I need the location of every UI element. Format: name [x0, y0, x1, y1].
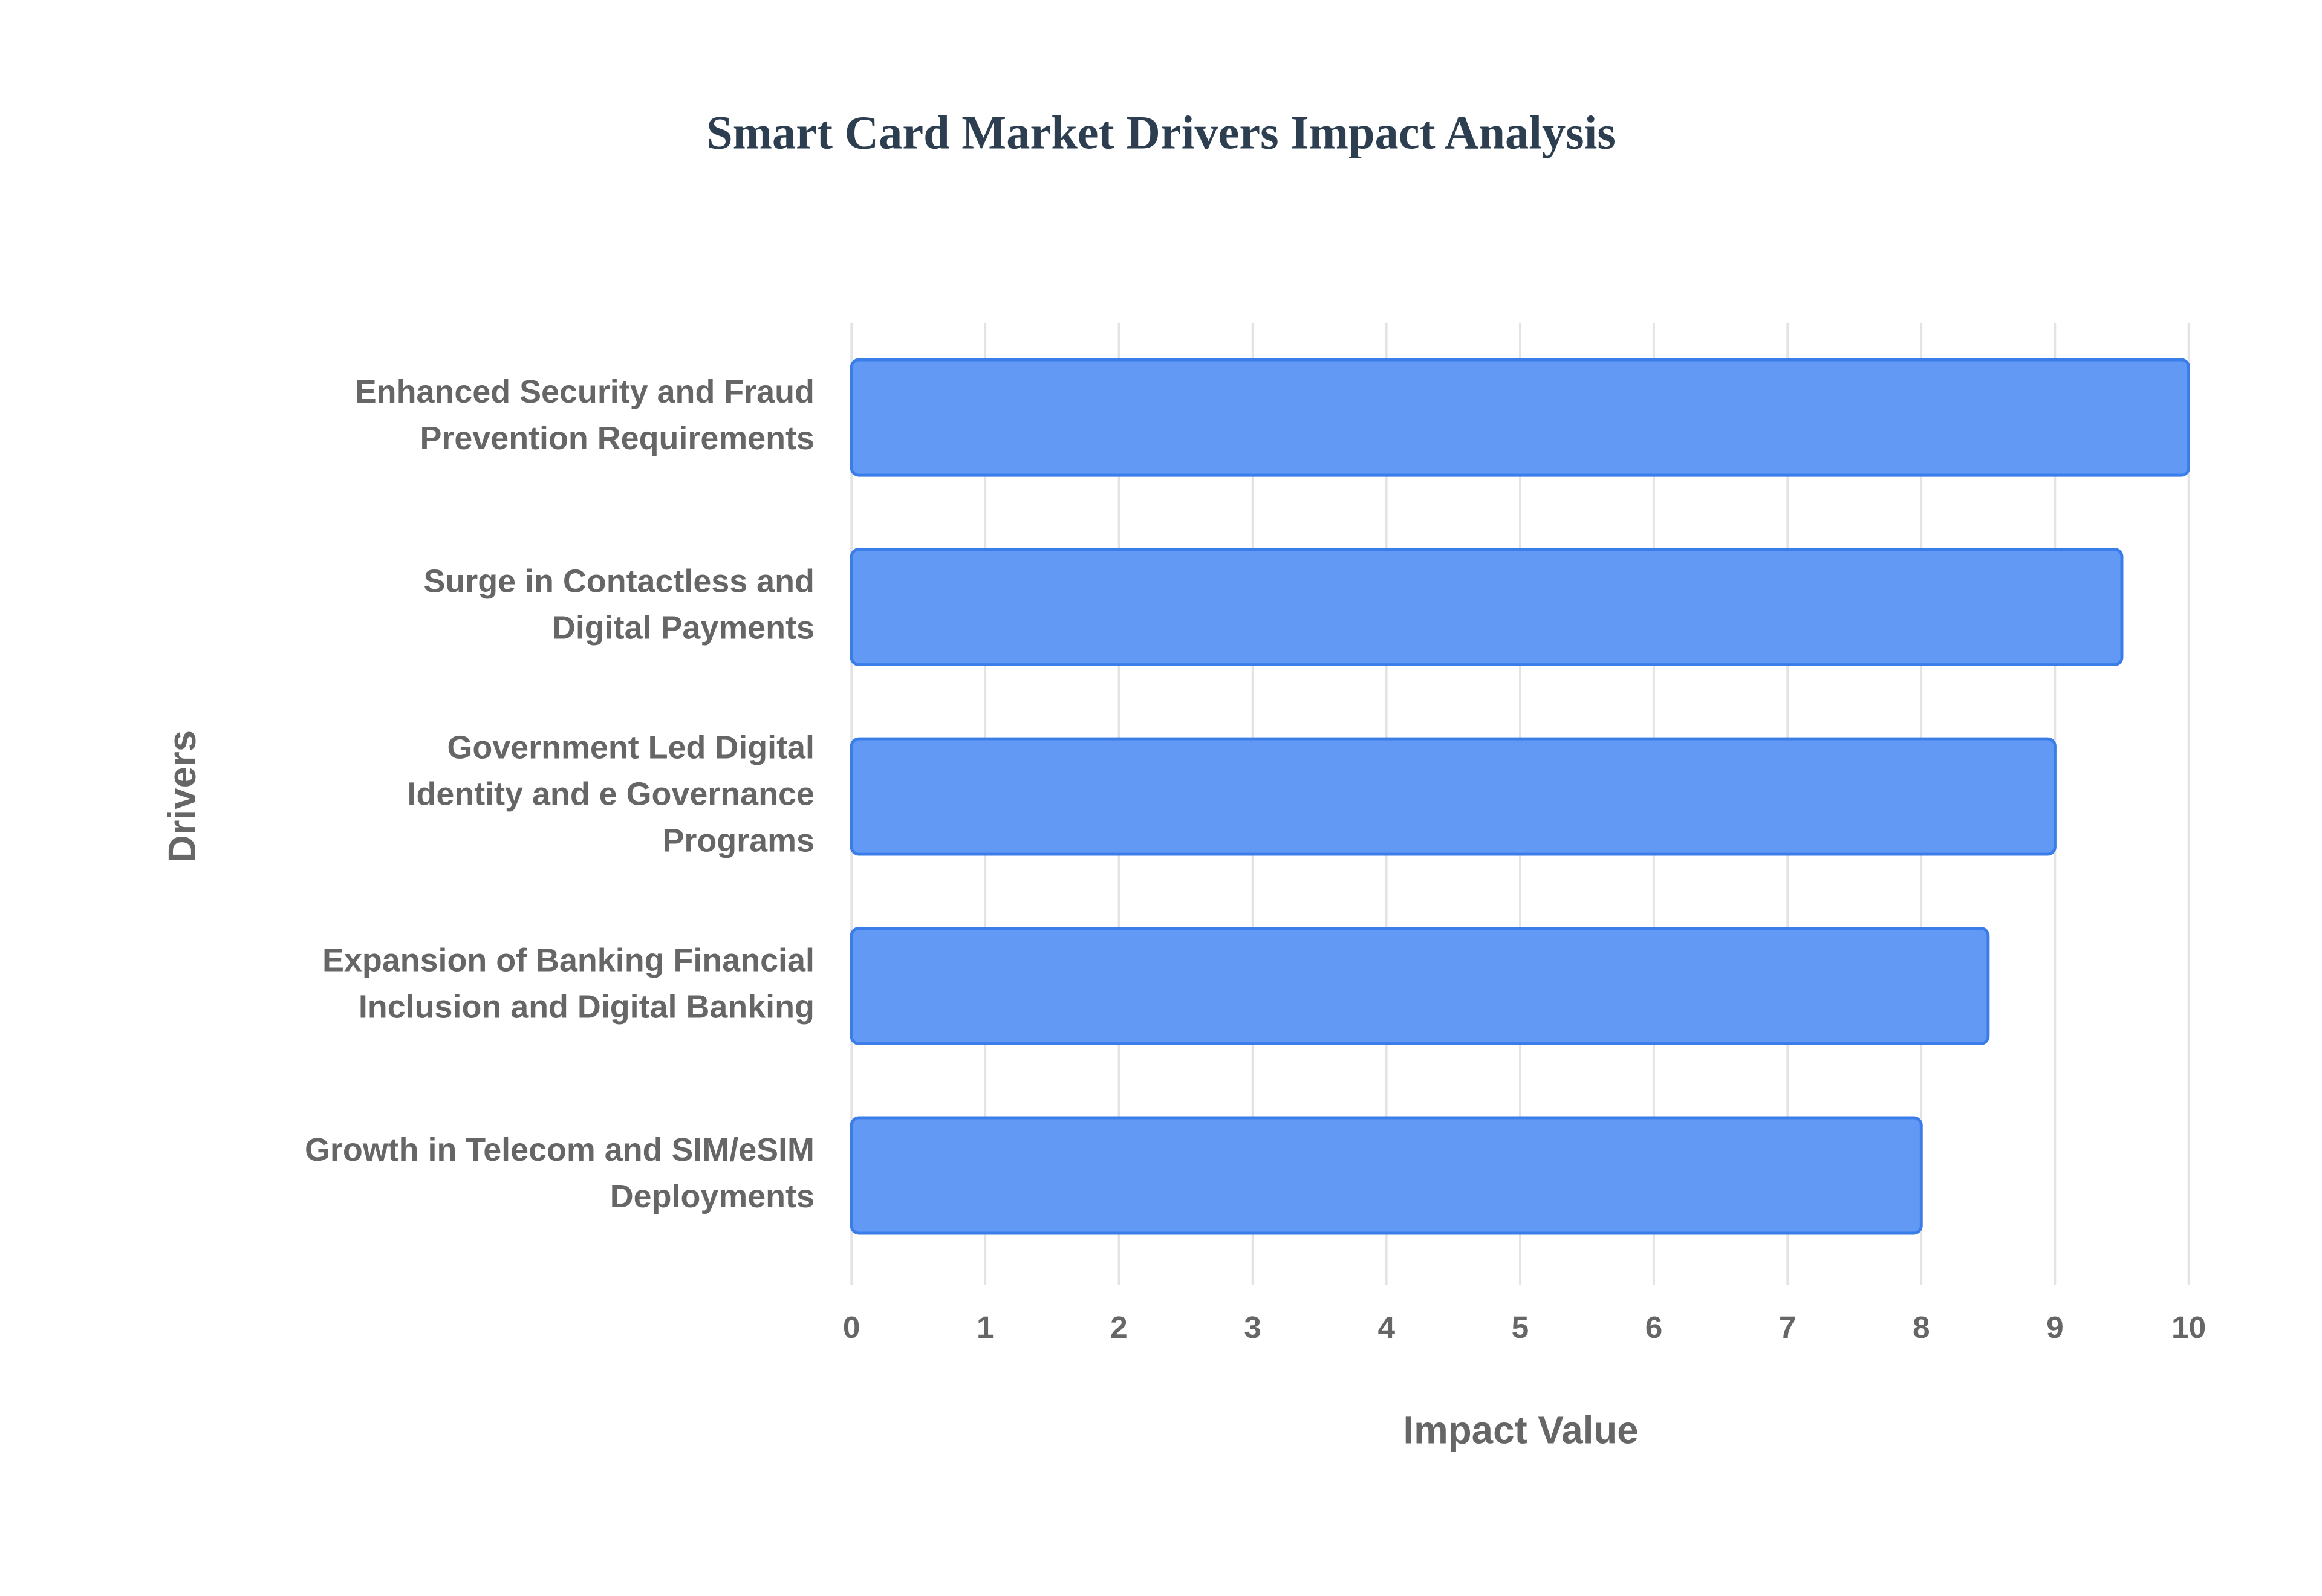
- bar: [850, 358, 2191, 477]
- bar: [850, 927, 1990, 1045]
- bar: [850, 548, 2124, 667]
- bar: [850, 737, 2057, 856]
- x-tick-label: 10: [2171, 1309, 2206, 1345]
- y-tick-label: Growth in Telecom and SIM/eSIM Deployment…: [305, 1132, 815, 1215]
- x-axis-title: Impact Value: [1403, 1409, 1639, 1452]
- y-tick-label: Expansion of Banking Financial Inclusion …: [322, 942, 815, 1025]
- x-tick-label: 4: [1377, 1309, 1395, 1345]
- x-tick-label: 0: [843, 1309, 860, 1345]
- y-axis-title: Drivers: [161, 730, 204, 863]
- x-tick-label: 5: [1512, 1309, 1529, 1345]
- x-tick-label: 3: [1244, 1309, 1261, 1345]
- x-tick-label: 2: [1110, 1309, 1128, 1345]
- y-tick-label: Government Led Digital Identity and e Gov…: [408, 730, 815, 859]
- bar: [850, 1116, 1923, 1235]
- x-tick-label: 1: [977, 1309, 994, 1345]
- x-tick-label: 8: [1913, 1309, 1930, 1345]
- x-tick-label: 9: [2046, 1309, 2064, 1345]
- x-tick-label: 6: [1645, 1309, 1663, 1345]
- x-tick-label: 7: [1779, 1309, 1797, 1345]
- y-tick-label: Enhanced Security and Fraud Prevention Re…: [355, 374, 815, 456]
- chart-title: Smart Card Market Drivers Impact Analysi…: [706, 106, 1616, 159]
- y-tick-label: Surge in Contactless and Digital Payments: [423, 563, 814, 646]
